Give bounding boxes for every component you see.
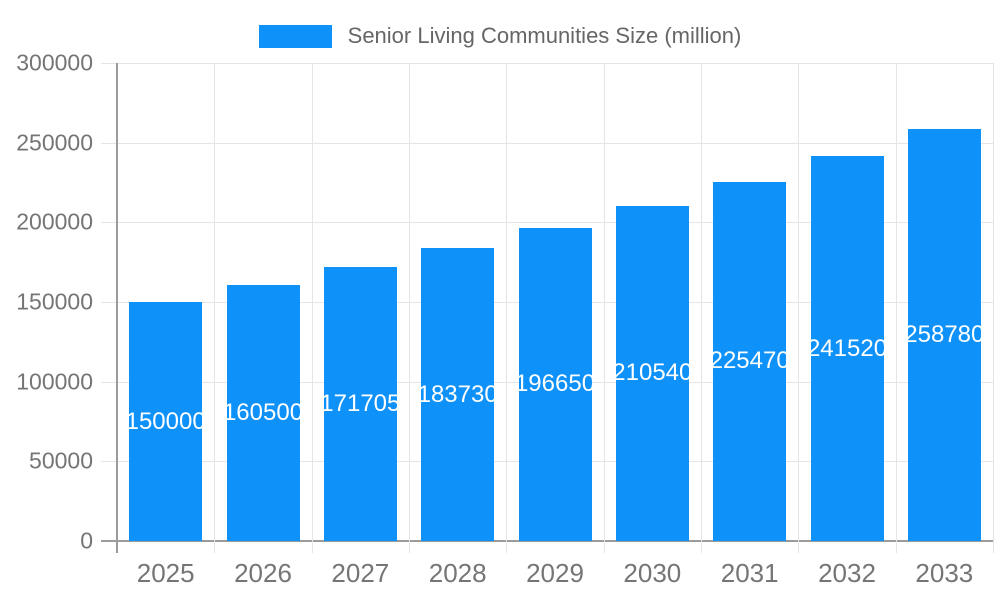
x-tick-label: 2030 bbox=[623, 558, 682, 588]
legend-label: Senior Living Communities Size (million) bbox=[347, 23, 742, 48]
y-tick-label: 0 bbox=[80, 527, 93, 554]
bar-value-label: 225470 bbox=[713, 347, 787, 375]
x-tick-label: 2031 bbox=[720, 558, 779, 588]
x-tick-label: 2033 bbox=[915, 558, 974, 588]
x-gridline bbox=[409, 63, 410, 553]
bar-value-label: 160500 bbox=[226, 399, 300, 427]
y-tick-label: 200000 bbox=[16, 208, 93, 235]
bar-value-label: 171705 bbox=[323, 390, 397, 418]
y-tick-label: 50000 bbox=[29, 447, 93, 474]
y-gridline bbox=[101, 142, 993, 144]
x-tick-label: 2025 bbox=[136, 558, 195, 588]
legend-swatch bbox=[258, 24, 332, 48]
bar-2027[interactable]: 171705 bbox=[323, 267, 397, 541]
x-axis-line bbox=[101, 540, 993, 542]
x-gridline bbox=[311, 63, 313, 553]
y-tick-label: 150000 bbox=[16, 288, 93, 315]
bar-2026[interactable]: 160500 bbox=[226, 285, 300, 541]
bar-value-label: 183730 bbox=[421, 380, 495, 408]
x-tick-label: 2029 bbox=[526, 558, 584, 588]
x-tick-label: 2026 bbox=[234, 558, 292, 588]
bar-value-label: 241520 bbox=[810, 334, 884, 362]
x-gridline bbox=[798, 63, 800, 553]
bar-value-label: 150000 bbox=[129, 407, 203, 435]
y-tick-label: 300000 bbox=[16, 49, 93, 76]
bar-2029[interactable]: 196650 bbox=[518, 227, 592, 541]
chart-legend[interactable]: Senior Living Communities Size (million) bbox=[0, 20, 1000, 52]
y-gridline bbox=[101, 222, 993, 224]
bar-2032[interactable]: 241520 bbox=[810, 156, 884, 541]
bar-value-label: 210540 bbox=[615, 359, 689, 387]
y-tick-label: 100000 bbox=[16, 368, 93, 395]
bar-2028[interactable]: 183730 bbox=[421, 248, 495, 541]
y-gridline bbox=[101, 63, 993, 64]
x-gridline bbox=[993, 63, 994, 553]
x-tick-label: 2027 bbox=[331, 558, 390, 588]
x-tick-label: 2032 bbox=[818, 558, 876, 588]
x-gridline bbox=[214, 63, 216, 553]
bar-2025[interactable]: 150000 bbox=[129, 302, 203, 541]
bar-2031[interactable]: 225470 bbox=[713, 181, 787, 541]
x-gridline bbox=[701, 63, 702, 553]
bar-value-label: 196650 bbox=[518, 370, 592, 398]
y-tick-label: 250000 bbox=[16, 129, 93, 156]
x-gridline bbox=[506, 63, 508, 553]
x-gridline bbox=[895, 63, 897, 553]
bar-value-label: 258780 bbox=[907, 320, 981, 348]
x-tick-label: 2028 bbox=[428, 558, 487, 588]
bar-2030[interactable]: 210540 bbox=[615, 205, 689, 541]
x-gridline bbox=[603, 63, 605, 553]
bar-2033[interactable]: 258780 bbox=[907, 128, 981, 541]
y-axis-line bbox=[116, 63, 118, 553]
